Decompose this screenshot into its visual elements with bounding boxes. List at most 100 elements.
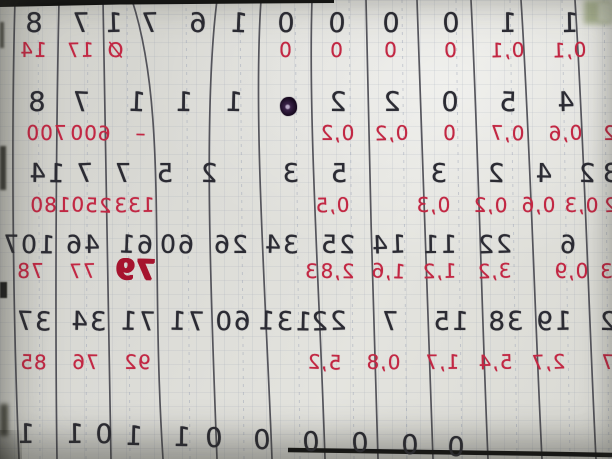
handwritten-red-number: 250	[69, 191, 113, 218]
handwritten-black-number: 14	[369, 228, 407, 260]
handwritten-black-number: 7	[74, 158, 94, 190]
handwritten-red-number: 14	[19, 37, 47, 62]
handwritten-black-number: 1	[497, 8, 517, 40]
handwritten-black-number: 1	[64, 419, 84, 451]
handwritten-black-number: 26	[212, 229, 248, 259]
handwritten-black-number: 6	[186, 7, 208, 40]
handwritten-black-number: 71	[118, 306, 156, 338]
handwritten-red-number: 700	[25, 120, 67, 145]
handwritten-red-number: 0,3	[415, 192, 451, 217]
handwritten-black-number: 2	[485, 158, 505, 190]
handwritten-red-number: 3	[303, 258, 319, 283]
handwritten-red-number: 0	[383, 37, 397, 62]
handwritten-red-number: 2	[601, 120, 612, 145]
handwritten-black-number: 0	[440, 8, 460, 40]
handwritten-black-number: 14	[27, 158, 65, 190]
handwritten-red-number: 0	[442, 120, 456, 145]
handwritten-black-number: 0	[348, 427, 370, 459]
ink-blot	[280, 97, 297, 116]
handwritten-black-number: 37	[13, 306, 53, 338]
handwritten-red-number: 180	[29, 192, 71, 217]
handwritten-black-number: 107	[0, 229, 56, 259]
handwritten-black-number: 7	[70, 8, 90, 40]
handwritten-red-number: 0,9	[553, 258, 589, 283]
handwritten-red-number: 78	[16, 258, 44, 283]
handwritten-black-number: 46	[63, 229, 101, 259]
handwritten-black-number: 2	[198, 158, 218, 190]
handwritten-red-number: 1,7	[424, 349, 460, 374]
handwritten-red-number: 85	[18, 349, 48, 374]
handwritten-black-number: 2	[327, 87, 347, 119]
handwritten-black-number: 5	[328, 158, 348, 189]
handwritten-black-number: 8	[26, 87, 46, 119]
handwritten-black-number: 19	[534, 306, 572, 338]
handwritten-red-number: –	[134, 120, 146, 145]
bottom-edge-line	[287, 447, 612, 458]
handwritten-black-number: 38	[486, 306, 524, 338]
handwritten-black-number: 6	[557, 229, 577, 259]
handwritten-red-number: 3	[598, 258, 612, 283]
handwritten-red-number: 77	[67, 258, 97, 283]
handwritten-black-number: 1	[102, 7, 124, 40]
handwritten-black-number: 0	[439, 87, 459, 119]
handwritten-red-number: 133	[113, 192, 155, 217]
handwritten-black-number: 0	[445, 432, 465, 459]
handwritten-black-number: 7	[379, 306, 399, 338]
handwritten-red-number: 0,2	[373, 120, 409, 146]
handwritten-black-number: 1	[125, 86, 147, 119]
handwritten-red-number: 1,2	[421, 258, 457, 284]
handwritten-black-number: 8	[23, 8, 43, 40]
handwritten-red-number: Ø	[106, 37, 124, 62]
handwritten-red-number: 7	[599, 349, 612, 374]
handwritten-black-number: 1	[173, 87, 193, 119]
handwritten-black-number: 60	[213, 306, 251, 338]
handwritten-black-number: 7	[69, 86, 91, 119]
handwritten-black-number: 1	[227, 7, 249, 40]
handwritten-black-number: 5	[496, 86, 518, 119]
handwritten-black-number: 7	[139, 8, 159, 40]
handwritten-black-number: 2	[381, 87, 401, 119]
handwritten-red-number: 0,6	[520, 192, 556, 217]
handwritten-black-number: 7	[112, 158, 132, 189]
handwritten-red-number: 1,6	[370, 257, 406, 284]
handwritten-red-number: 92	[123, 349, 151, 374]
handwritten-red-number: 2,8	[319, 258, 355, 283]
handwritten-black-number: 3	[600, 158, 612, 190]
handwritten-black-number: 0	[380, 8, 400, 40]
handwritten-red-number: 0,6	[547, 119, 583, 146]
handwritten-red-number: 600	[69, 120, 111, 146]
handwritten-black-number: 2	[576, 158, 596, 190]
handwritten-red-number: 76	[71, 349, 99, 374]
handwritten-black-number: 5	[154, 158, 174, 189]
handwritten-red-number: 0,2	[319, 120, 355, 145]
handwritten-red-number: 0,1	[551, 36, 587, 63]
handwritten-red-number: 0	[442, 37, 458, 62]
handwritten-red-number-corrected: 79	[114, 252, 156, 287]
handwritten-black-number: 0	[275, 8, 295, 40]
handwritten-red-number: 5,2	[306, 348, 342, 375]
handwritten-black-number: 3	[428, 158, 448, 189]
handwritten-red-number: 0	[278, 37, 292, 62]
handwritten-red-number: 2,7	[530, 348, 566, 375]
handwritten-red-number: 17	[65, 37, 95, 62]
handwritten-black-number: 2	[597, 306, 612, 338]
handwritten-red-number: 0,7	[489, 120, 525, 146]
handwritten-black-number: 1	[559, 8, 579, 40]
handwritten-black-number: 0	[203, 423, 223, 455]
handwritten-red-number: 0,3	[563, 192, 599, 217]
handwritten-black-number: 0	[250, 424, 272, 457]
handwritten-black-number: 11	[420, 229, 458, 259]
top-edge-shadow	[0, 0, 334, 7]
handwritten-black-number: 3	[280, 158, 300, 189]
handwritten-black-number: 34	[262, 229, 300, 259]
handwritten-black-number: 34	[69, 306, 107, 338]
handwritten-black-number: 1	[15, 419, 35, 451]
handwritten-black-number: 25	[318, 229, 356, 259]
handwritten-red-number: 0,1	[489, 37, 525, 63]
handwritten-black-number: 0	[93, 419, 113, 451]
handwritten-black-number: 1	[223, 87, 243, 119]
handwritten-red-number: 0,8	[365, 349, 401, 374]
